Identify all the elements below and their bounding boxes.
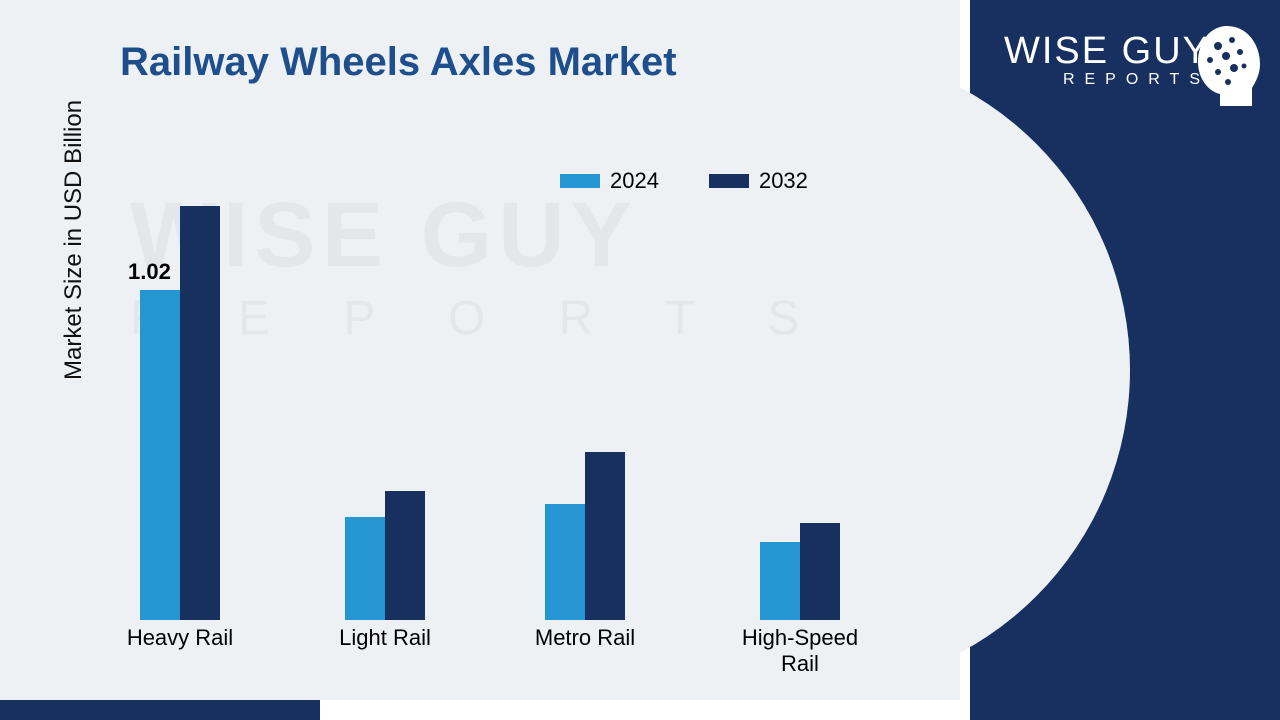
bar-2032 xyxy=(385,491,425,620)
bar-2032 xyxy=(585,452,625,620)
legend-label: 2032 xyxy=(759,168,808,194)
brand-sub: REPORTS xyxy=(1004,71,1210,89)
brand-main: WISE GUY xyxy=(1004,30,1210,73)
data-label: 1.02 xyxy=(128,259,171,285)
bar-2024 xyxy=(760,542,800,620)
bar-group xyxy=(545,452,625,620)
bar-group xyxy=(345,491,425,620)
canvas: WISE GUY R E P O R T S Railway Wheels Ax… xyxy=(0,0,1280,720)
x-axis-label: High-Speed Rail xyxy=(720,625,880,677)
bottom-accent-bar xyxy=(0,700,320,720)
bar-2032 xyxy=(800,523,840,620)
brand-block: WISE GUY REPORTS xyxy=(1004,30,1210,89)
legend-swatch xyxy=(560,174,600,188)
bar-2032 xyxy=(180,206,220,620)
legend-item-2024: 2024 xyxy=(560,168,659,194)
brand-head-icon xyxy=(1192,26,1262,106)
bar-2024 xyxy=(545,504,585,620)
plot-area: 1.02 xyxy=(120,200,940,620)
bar-2024 xyxy=(345,517,385,620)
x-axis-label: Heavy Rail xyxy=(100,625,260,651)
legend-swatch xyxy=(709,174,749,188)
legend-label: 2024 xyxy=(610,168,659,194)
legend-item-2032: 2032 xyxy=(709,168,808,194)
chart-title: Railway Wheels Axles Market xyxy=(120,40,677,85)
legend: 2024 2032 xyxy=(560,168,808,194)
x-axis-label: Light Rail xyxy=(305,625,465,651)
y-axis-label: Market Size in USD Billion xyxy=(60,100,88,380)
bar-group xyxy=(760,523,840,620)
x-axis-label: Metro Rail xyxy=(505,625,665,651)
x-axis-labels: Heavy RailLight RailMetro RailHigh-Speed… xyxy=(120,625,940,685)
bar-2024 xyxy=(140,290,180,620)
